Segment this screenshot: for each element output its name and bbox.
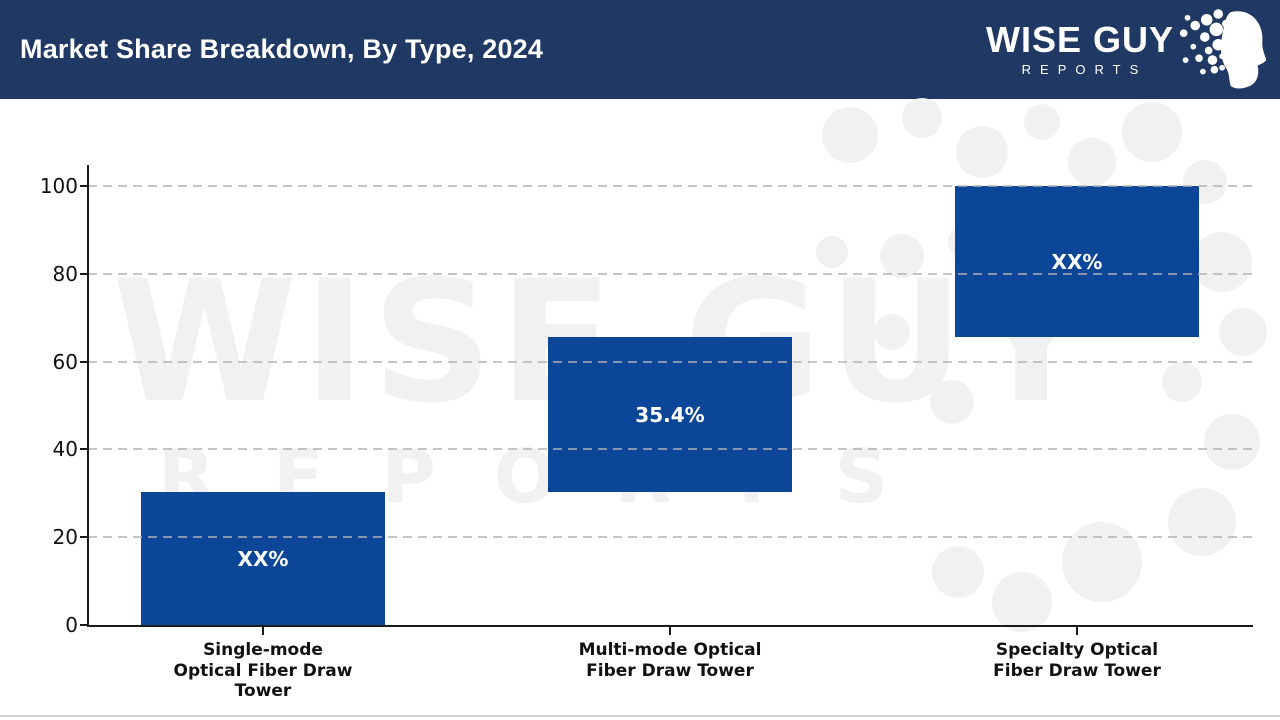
bar-value-label-1: XX% <box>237 546 289 571</box>
y-axis-label-80: 80 <box>52 261 78 286</box>
header-band: Market Share Breakdown, By Type, 2024 WI… <box>0 0 1280 99</box>
logo-subtitle: REPORTS <box>1021 62 1148 77</box>
bar-value-label-3: XX% <box>1051 249 1103 274</box>
y-axis-label-40: 40 <box>52 437 78 462</box>
logo-face-icon <box>1179 8 1267 89</box>
wise-guy-logo: WISE GUY REPORTS <box>986 4 1280 96</box>
y-axis-spine <box>87 165 89 626</box>
bar-segment-2 <box>548 337 792 493</box>
x-axis-tick-1 <box>262 626 264 635</box>
bar-segment-1 <box>141 492 385 625</box>
bottom-divider <box>0 715 1280 717</box>
y-axis-tick-80 <box>80 272 88 275</box>
y-axis-tick-0 <box>80 624 88 626</box>
y-axis-label-0: 0 <box>65 613 78 637</box>
y-axis-tick-40 <box>80 448 88 451</box>
gridline-20 <box>88 536 1253 539</box>
logo-wordmark: WISE GUY <box>985 19 1174 60</box>
y-axis-label-100: 100 <box>39 174 78 198</box>
y-axis-tick-20 <box>80 536 88 539</box>
y-axis-label-60: 60 <box>52 349 78 374</box>
x-axis-category-3: Specialty Optical Fiber Draw Tower <box>993 640 1161 681</box>
gridline-100 <box>88 185 1253 187</box>
y-axis-label-20: 20 <box>52 525 78 550</box>
chart-title: Market Share Breakdown, By Type, 2024 <box>20 34 544 64</box>
logo-text: WISE GUY REPORTS <box>985 19 1174 78</box>
x-axis-category-1: Single-mode Optical Fiber Draw Tower <box>173 640 353 702</box>
x-axis-tick-2 <box>669 626 671 635</box>
y-axis-tick-60 <box>80 360 88 363</box>
x-axis-spine <box>87 625 1253 627</box>
gridline-80 <box>88 272 1253 275</box>
bar-segment-3 <box>955 186 1199 338</box>
gridline-40 <box>88 448 1253 451</box>
y-axis-tick-100 <box>80 185 88 187</box>
x-axis-category-2: Multi-mode Optical Fiber Draw Tower <box>578 640 762 681</box>
gridline-60 <box>88 360 1253 363</box>
bar-value-label-2: 35.4% <box>635 402 705 427</box>
x-axis-tick-3 <box>1076 626 1078 635</box>
